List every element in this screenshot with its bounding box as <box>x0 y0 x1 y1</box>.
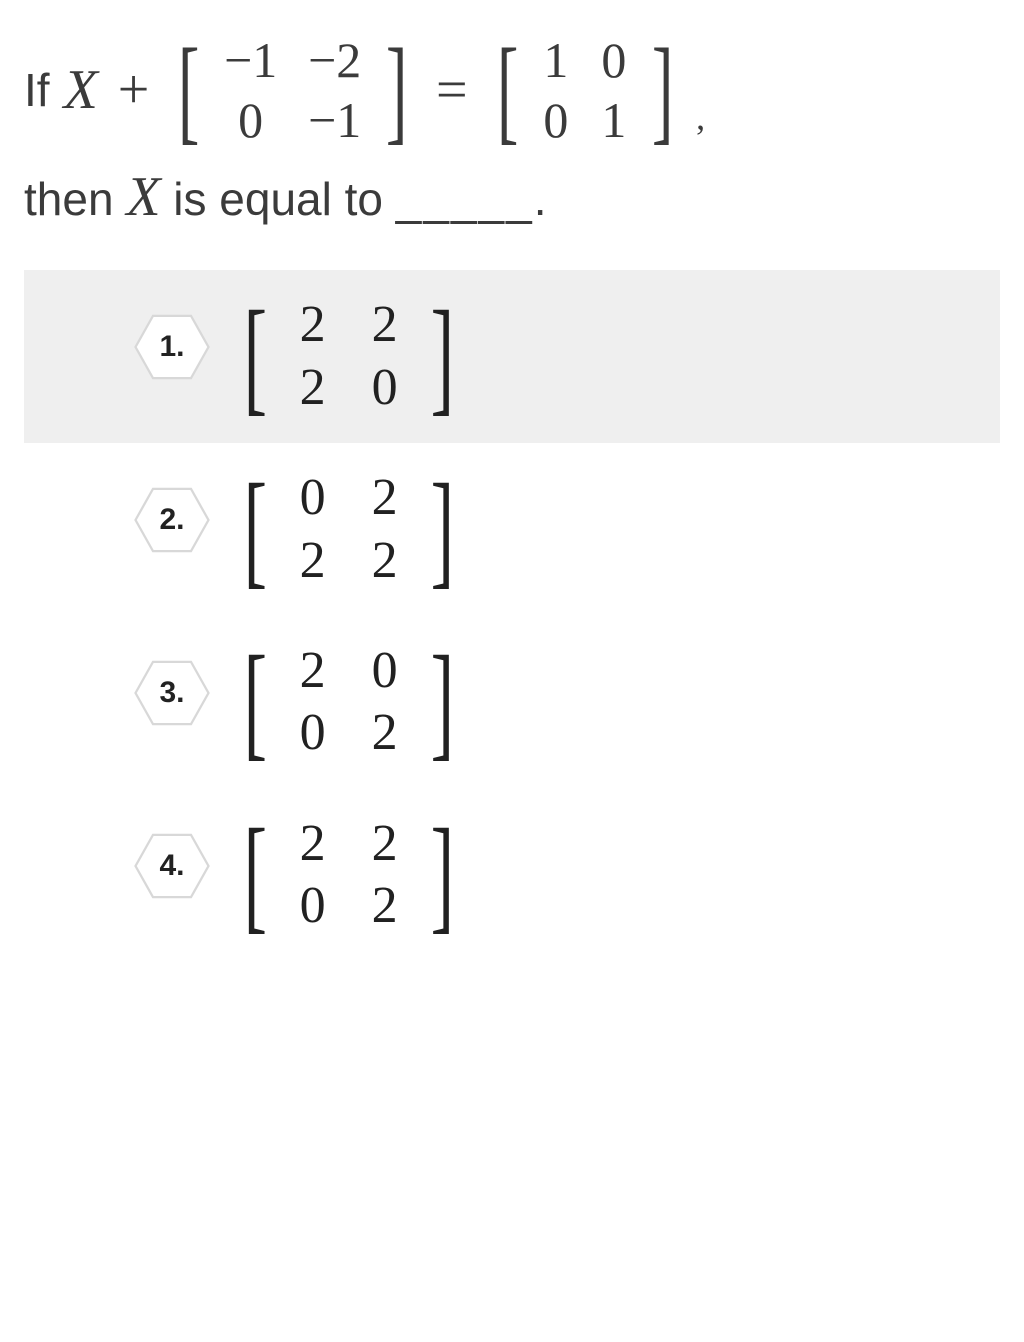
matrix-cell: 0 <box>277 702 349 764</box>
option-number-hexagon: 2. <box>134 487 210 553</box>
variable-x: X <box>64 51 98 129</box>
plus-sign: + <box>112 51 156 129</box>
options-list: 1.[2220]2.[0222]3.[2002]4.[2202] <box>24 270 1000 961</box>
matrix-cell: 2 <box>349 530 421 592</box>
matrix-a-grid: −1 −2 0 −1 <box>209 30 377 150</box>
matrix-cell: 1 <box>527 30 585 90</box>
stem-line-1: If X + [ −1 −2 0 −1 ] = <box>24 30 1000 150</box>
left-bracket-icon: [ <box>178 30 200 150</box>
option-matrix: [0222] <box>234 467 463 592</box>
left-bracket-icon: [ <box>244 640 267 765</box>
matrix-cell: 2 <box>277 640 349 702</box>
matrix-cell: 2 <box>349 702 421 764</box>
matrix-cell: 1 <box>585 90 643 150</box>
stem-text: then <box>24 173 126 225</box>
matrix-b-grid: 1 0 0 1 <box>527 30 643 150</box>
right-bracket-icon: ] <box>430 813 453 938</box>
right-bracket-icon: ] <box>430 640 453 765</box>
option-number: 3. <box>159 676 184 710</box>
equals-sign: = <box>430 51 474 129</box>
option-matrix-grid: 2002 <box>277 640 421 765</box>
right-bracket-icon: ] <box>386 30 408 150</box>
option-matrix: [2002] <box>234 640 463 765</box>
matrix-cell: 0 <box>349 640 421 702</box>
option-2[interactable]: 2. [0222] <box>24 443 1000 616</box>
option-1[interactable]: 1. [2220] <box>24 270 1000 443</box>
option-3[interactable]: 3. [2002] <box>24 616 1000 789</box>
question-container: If X + [ −1 −2 0 −1 ] = <box>0 0 1024 982</box>
matrix-cell: 2 <box>277 813 349 875</box>
matrix-cell: 0 <box>277 875 349 937</box>
stem-period: . <box>534 173 547 225</box>
option-number-hexagon: 4. <box>134 833 210 899</box>
matrix-b: [ 1 0 0 1 ] <box>488 30 683 150</box>
option-number-hexagon: 1. <box>134 314 210 380</box>
stem-line-2: then X is equal to _____. <box>24 158 1000 236</box>
option-number-hexagon: 3. <box>134 660 210 726</box>
left-bracket-icon: [ <box>496 30 518 150</box>
matrix-cell: 2 <box>277 530 349 592</box>
right-bracket-icon: ] <box>430 467 453 592</box>
matrix-cell: −1 <box>293 90 377 150</box>
variable-x: X <box>126 166 160 228</box>
stem-text: is equal to <box>161 173 396 225</box>
right-bracket-icon: ] <box>652 30 674 150</box>
question-stem: If X + [ −1 −2 0 −1 ] = <box>24 30 1000 236</box>
matrix-cell: 0 <box>585 30 643 90</box>
matrix-cell: −1 <box>209 30 293 90</box>
option-4[interactable]: 4. [2202] <box>24 789 1000 962</box>
option-matrix-grid: 0222 <box>277 467 421 592</box>
option-number: 4. <box>159 849 184 883</box>
option-matrix: [2220] <box>234 294 463 419</box>
option-number: 2. <box>159 503 184 537</box>
matrix-cell: 0 <box>209 90 293 150</box>
trailing-comma: , <box>696 92 705 142</box>
matrix-a: [ −1 −2 0 −1 ] <box>169 30 416 150</box>
option-number: 1. <box>159 330 184 364</box>
left-bracket-icon: [ <box>244 813 267 938</box>
matrix-cell: 0 <box>527 90 585 150</box>
matrix-cell: 2 <box>277 357 349 419</box>
matrix-cell: 2 <box>277 294 349 356</box>
option-matrix-grid: 2202 <box>277 813 421 938</box>
left-bracket-icon: [ <box>244 467 267 592</box>
matrix-cell: 0 <box>277 467 349 529</box>
matrix-cell: 2 <box>349 875 421 937</box>
stem-prefix: If <box>24 58 50 122</box>
matrix-cell: 2 <box>349 467 421 529</box>
matrix-cell: 2 <box>349 813 421 875</box>
left-bracket-icon: [ <box>244 294 267 419</box>
matrix-cell: −2 <box>293 30 377 90</box>
option-matrix-grid: 2220 <box>277 294 421 419</box>
matrix-cell: 0 <box>349 357 421 419</box>
fill-blank: _____ <box>396 173 534 225</box>
matrix-cell: 2 <box>349 294 421 356</box>
option-matrix: [2202] <box>234 813 463 938</box>
right-bracket-icon: ] <box>430 294 453 419</box>
